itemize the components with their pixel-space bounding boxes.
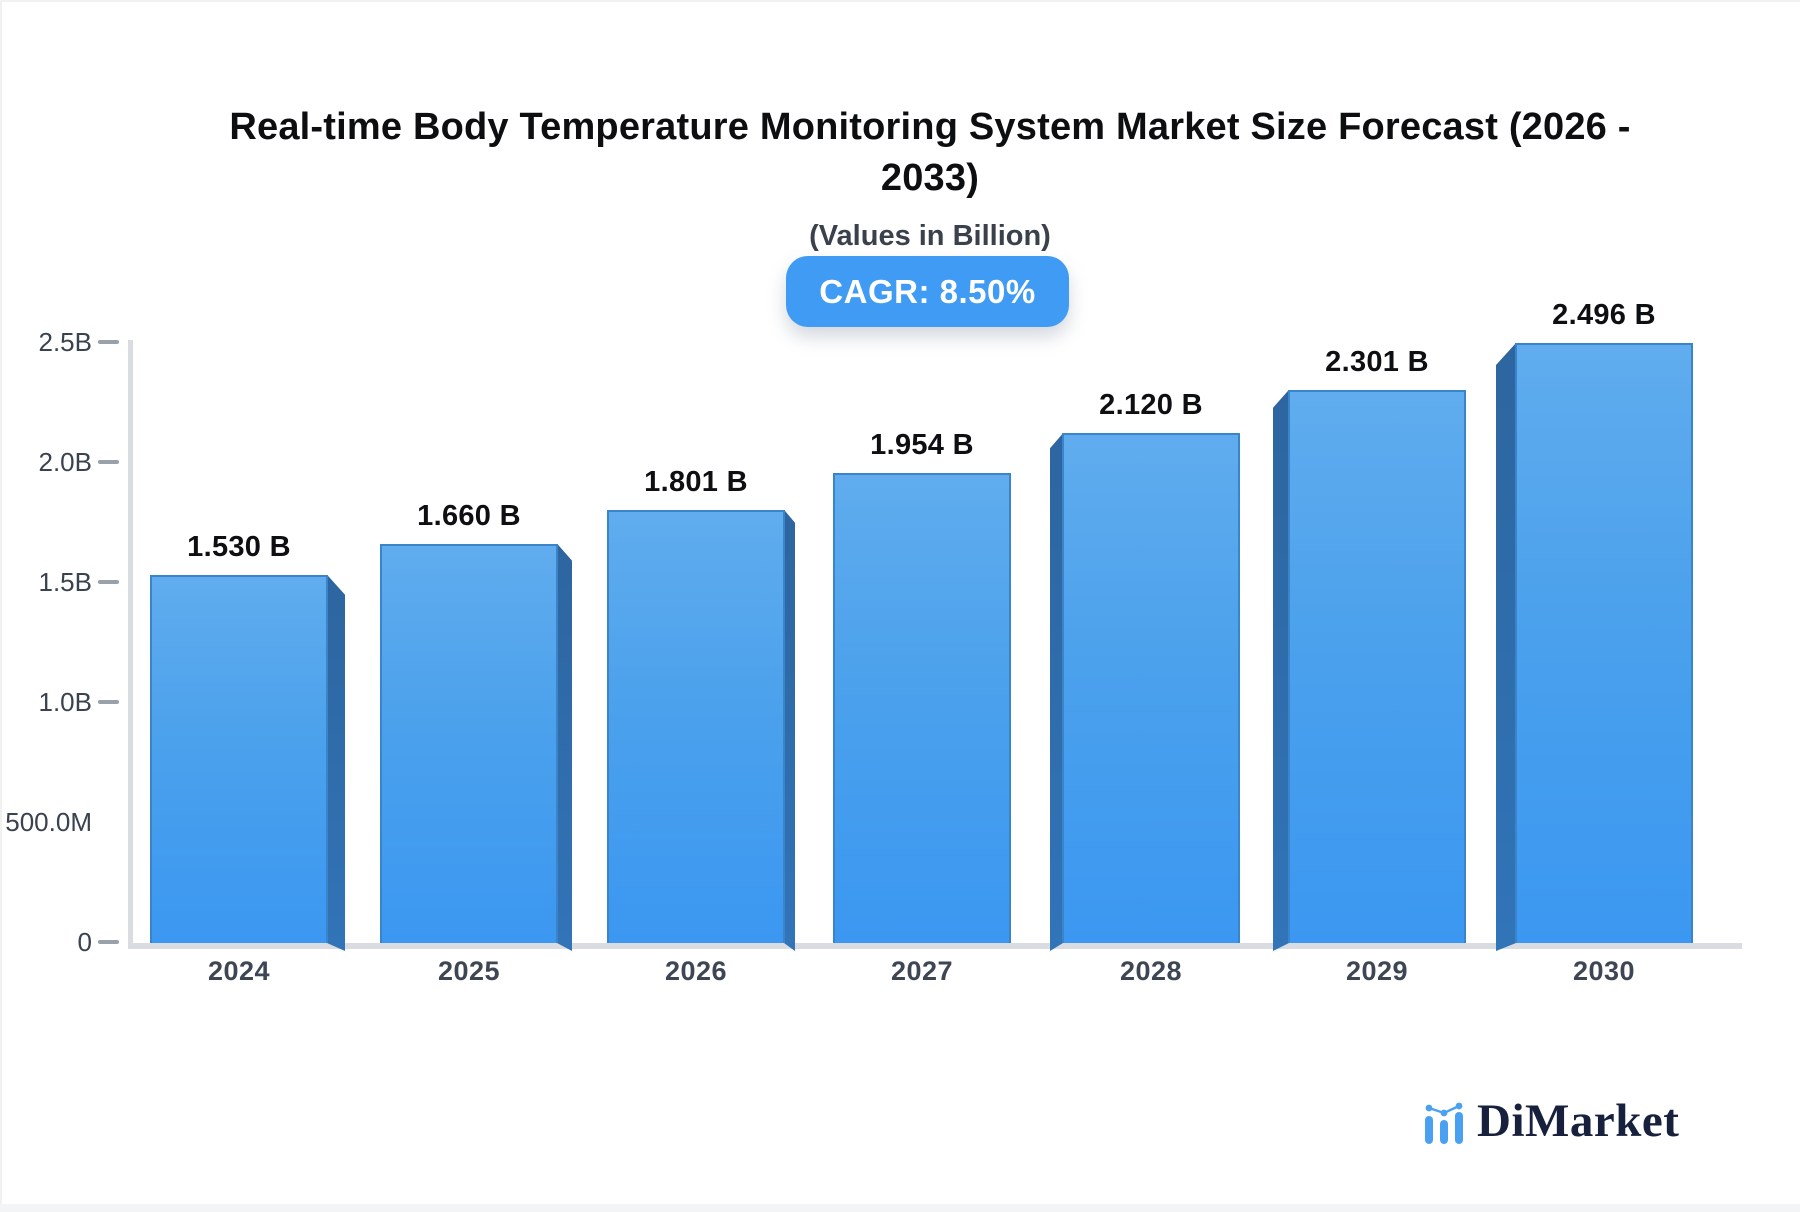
- bar-value-label-2029: 2.301 B: [1325, 345, 1429, 378]
- bar-side-face-2025: [557, 544, 572, 951]
- left-border-line: [0, 0, 2, 1212]
- bar-value-label-2027: 1.954 B: [870, 429, 974, 462]
- chart-title-line1: Real-time Body Temperature Monitoring Sy…: [229, 106, 1631, 148]
- y-axis-label: 2.0B: [38, 447, 93, 477]
- bar-value-label-2028: 2.120 B: [1099, 389, 1203, 422]
- bar-value-label-2024: 1.530 B: [187, 530, 291, 563]
- dimarket-logo-icon: [1425, 1102, 1463, 1144]
- dimarket-logo-text: DiMarket: [1477, 1095, 1680, 1147]
- bar-2026: [607, 509, 785, 943]
- cagr-badge: CAGR: 8.50%: [786, 256, 1069, 327]
- bar-2025: [380, 543, 558, 943]
- bar-value-label-2030: 2.496 B: [1552, 298, 1656, 331]
- bar-2027: [833, 473, 1011, 943]
- dimarket-logo: DiMarket: [1424, 1095, 1680, 1147]
- y-axis-tick-mark: [98, 940, 119, 944]
- bar-value-label-2025: 1.660 B: [417, 499, 521, 532]
- bar-2029: [1288, 389, 1466, 943]
- bar-side-face-2024: [327, 575, 345, 951]
- x-axis-label-2029: 2029: [1345, 956, 1409, 986]
- chart-subtitle: (Values in Billion): [809, 220, 1051, 252]
- x-axis-label-2026: 2026: [664, 956, 728, 986]
- x-axis-label-2030: 2030: [1572, 956, 1636, 986]
- chart-title-line2: 2033): [880, 157, 980, 199]
- y-axis-tick-mark: [98, 580, 119, 584]
- y-axis-tick-mark: [98, 700, 119, 704]
- y-axis-label: 500.0M: [5, 807, 92, 837]
- y-axis-tick-mark: [98, 340, 119, 344]
- y-axis-tick-mark: [98, 460, 119, 464]
- y-axis-line: [128, 340, 133, 949]
- x-axis-label-2028: 2028: [1119, 956, 1183, 986]
- x-axis-label-2025: 2025: [437, 956, 501, 986]
- bar-side-face-2029: [1273, 390, 1289, 951]
- x-axis-baseline: [128, 943, 1742, 949]
- bar-2024: [150, 574, 328, 943]
- bar-side-face-2028: [1050, 433, 1063, 951]
- chart-title: Real-time Body Temperature Monitoring Sy…: [100, 102, 1760, 204]
- y-axis-label: 0: [77, 927, 92, 957]
- bar-side-face-2030: [1496, 343, 1516, 951]
- y-axis-label: 1.0B: [38, 687, 93, 717]
- bar-2028: [1062, 433, 1240, 943]
- bar-side-face-2026: [784, 510, 795, 951]
- x-axis-label-2027: 2027: [890, 956, 954, 986]
- bar-2030: [1515, 342, 1693, 943]
- y-axis-label: 1.5B: [38, 567, 93, 597]
- x-axis-label-2024: 2024: [207, 956, 271, 986]
- bar-value-label-2026: 1.801 B: [644, 465, 748, 498]
- top-border-line: [0, 0, 1800, 2]
- y-axis-label: 2.5B: [38, 327, 93, 357]
- bottom-border-strip: [0, 1204, 1800, 1212]
